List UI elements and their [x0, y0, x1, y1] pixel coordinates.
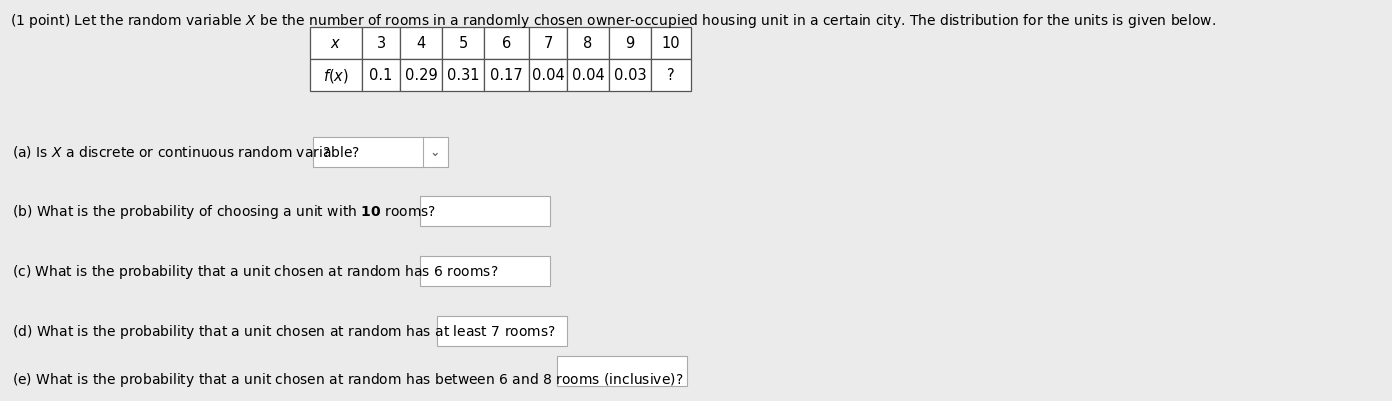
Bar [362, 28, 400, 60]
Text: ?: ? [667, 68, 675, 83]
Text: (e) What is the probability that a unit chosen at random has between $6$ and $8$: (e) What is the probability that a unit … [13, 370, 683, 388]
Bar [610, 28, 651, 60]
Bar [362, 60, 400, 92]
FancyBboxPatch shape [420, 196, 550, 227]
Text: ⌄: ⌄ [430, 146, 440, 159]
Bar [529, 60, 567, 92]
Text: (b) What is the probability of choosing a unit with $\mathbf{10}$ rooms?: (b) What is the probability of choosing … [13, 203, 436, 221]
Text: 0.29: 0.29 [405, 68, 437, 83]
Text: $x$: $x$ [330, 36, 341, 51]
Text: 0.03: 0.03 [614, 68, 646, 83]
Text: 10: 10 [661, 36, 681, 51]
Bar [484, 28, 529, 60]
Text: 0.31: 0.31 [447, 68, 479, 83]
Bar [484, 60, 529, 92]
Bar [400, 60, 443, 92]
Text: 7: 7 [543, 36, 553, 51]
Text: (1 point) Let the random variable $X$ be the number of rooms in a randomly chose: (1 point) Let the random variable $X$ be… [10, 12, 1217, 30]
Text: 0.04: 0.04 [532, 68, 564, 83]
Bar [310, 28, 362, 60]
Bar [529, 28, 567, 60]
Bar [651, 60, 690, 92]
Text: (d) What is the probability that a unit chosen at random has at least $7$ rooms?: (d) What is the probability that a unit … [13, 322, 555, 340]
Text: ?: ? [323, 146, 330, 160]
Bar [400, 28, 443, 60]
Text: 0.1: 0.1 [369, 68, 393, 83]
Bar [443, 28, 484, 60]
Bar [443, 60, 484, 92]
Text: $f(x)$: $f(x)$ [323, 67, 349, 85]
FancyBboxPatch shape [557, 356, 688, 386]
Text: 6: 6 [503, 36, 511, 51]
Text: 0.17: 0.17 [490, 68, 523, 83]
FancyBboxPatch shape [313, 138, 448, 168]
Text: 9: 9 [625, 36, 635, 51]
Bar [651, 28, 690, 60]
Text: 5: 5 [458, 36, 468, 51]
Bar [310, 60, 362, 92]
Bar [567, 60, 610, 92]
Text: 8: 8 [583, 36, 593, 51]
Text: 0.04: 0.04 [572, 68, 604, 83]
Text: (a) Is $X$ a discrete or continuous random variable?: (a) Is $X$ a discrete or continuous rand… [13, 144, 361, 160]
Bar [567, 28, 610, 60]
FancyBboxPatch shape [437, 316, 567, 346]
Text: 4: 4 [416, 36, 426, 51]
Text: 3: 3 [376, 36, 386, 51]
Bar [610, 60, 651, 92]
Text: (c) What is the probability that a unit chosen at random has $6$ rooms?: (c) What is the probability that a unit … [13, 262, 498, 280]
FancyBboxPatch shape [420, 256, 550, 286]
